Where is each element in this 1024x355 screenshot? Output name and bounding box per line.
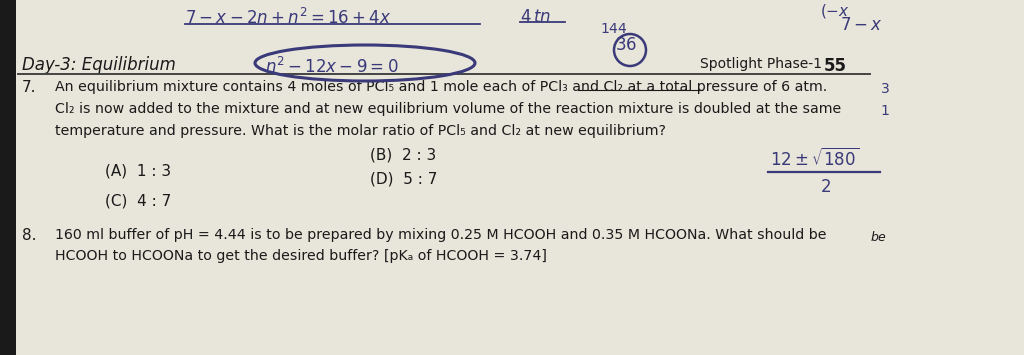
Text: (B)  2 : 3: (B) 2 : 3 bbox=[370, 148, 436, 163]
Text: $3$: $3$ bbox=[880, 82, 890, 96]
Bar bbox=[0, 0, 16, 355]
Text: $12\pm\sqrt{180}$: $12\pm\sqrt{180}$ bbox=[770, 148, 859, 170]
Text: $1$: $1$ bbox=[880, 104, 890, 118]
Text: temperature and pressure. What is the molar ratio of PCl₅ and Cl₂ at new equilib: temperature and pressure. What is the mo… bbox=[55, 124, 666, 138]
Text: An equilibrium mixture contains 4 moles of PCl₅ and 1 mole each of PCl₃ and Cl₂ : An equilibrium mixture contains 4 moles … bbox=[55, 80, 827, 94]
Text: Spotlight Phase-1: Spotlight Phase-1 bbox=[700, 57, 822, 71]
Text: $36$: $36$ bbox=[615, 36, 637, 54]
Text: 8.: 8. bbox=[22, 228, 37, 243]
Text: Day-3: Equilibrium: Day-3: Equilibrium bbox=[22, 56, 176, 74]
Text: 7.: 7. bbox=[22, 80, 37, 95]
Text: $4\,tn$: $4\,tn$ bbox=[520, 8, 551, 26]
Text: 160 ml buffer of pH = 4.44 is to be prepared by mixing 0.25 M HCOOH and 0.35 M H: 160 ml buffer of pH = 4.44 is to be prep… bbox=[55, 228, 826, 242]
Text: (D)  5 : 7: (D) 5 : 7 bbox=[370, 172, 437, 187]
Text: Cl₂ is now added to the mixture and at new equilibrium volume of the reaction mi: Cl₂ is now added to the mixture and at n… bbox=[55, 102, 842, 116]
Text: $be$: $be$ bbox=[870, 230, 887, 244]
Text: $(-x$: $(-x$ bbox=[820, 2, 850, 20]
Text: $7-x-2n+n^{2}=16+4x$: $7-x-2n+n^{2}=16+4x$ bbox=[185, 8, 391, 28]
Text: (A)  1 : 3: (A) 1 : 3 bbox=[105, 163, 171, 178]
Text: $n^{2}-12x-9=0$: $n^{2}-12x-9=0$ bbox=[265, 57, 398, 77]
Text: (C)  4 : 7: (C) 4 : 7 bbox=[105, 193, 171, 208]
Text: 55: 55 bbox=[824, 57, 847, 75]
Text: $7-x$: $7-x$ bbox=[840, 16, 883, 34]
Text: $2$: $2$ bbox=[820, 178, 831, 196]
Text: HCOOH to HCOONa to get the desired buffer? [pKₐ of HCOOH = 3.74]: HCOOH to HCOONa to get the desired buffe… bbox=[55, 249, 547, 263]
Text: $144$: $144$ bbox=[600, 22, 628, 36]
